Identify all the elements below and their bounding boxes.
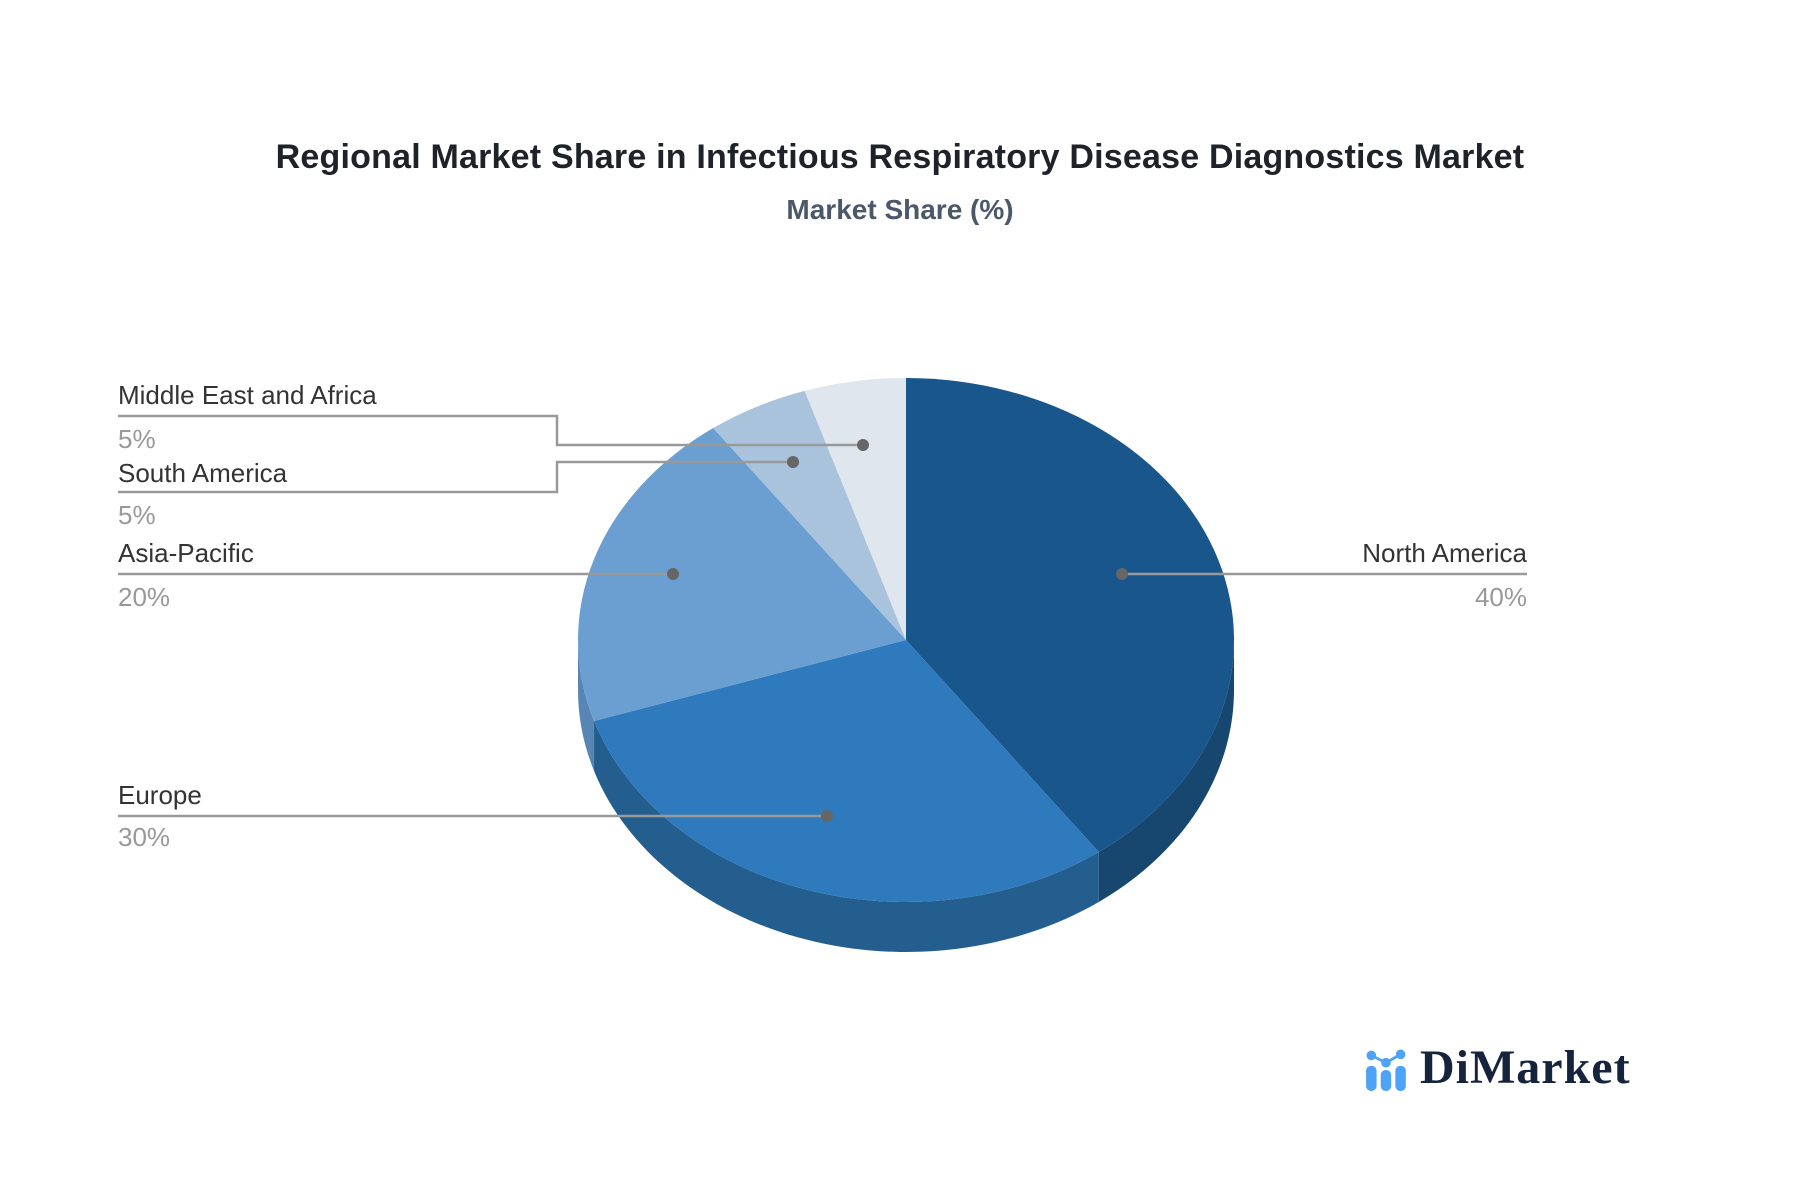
slice-label: Europe bbox=[118, 780, 202, 810]
leader-dot-south-america bbox=[787, 456, 799, 468]
pie-slice-middle-east-and-africa[interactable] bbox=[804, 378, 906, 640]
chart-subtitle: Market Share (%) bbox=[786, 194, 1014, 225]
slice-label: Middle East and Africa bbox=[118, 380, 377, 410]
bar-chart-icon bbox=[1366, 1049, 1406, 1091]
pie-slice-side-asia-pacific bbox=[578, 640, 595, 771]
slice-percent: 5% bbox=[118, 424, 156, 454]
slice-percent: 40% bbox=[1474, 582, 1527, 612]
slice-label: Asia-Pacific bbox=[118, 538, 254, 568]
pie-slice-north-america[interactable] bbox=[906, 378, 1235, 852]
slice-percent: 30% bbox=[118, 822, 171, 852]
slice-percent: 20% bbox=[118, 582, 171, 612]
leader-dot-north-america bbox=[1116, 568, 1128, 580]
dimarket-logo: DiMarket bbox=[1364, 1040, 1631, 1092]
leader-dot-asia-pacific bbox=[667, 568, 679, 580]
leader-dot-middle-east-and-africa bbox=[857, 439, 869, 451]
leader-dot-europe bbox=[821, 810, 833, 822]
pie-slice-asia-pacific[interactable] bbox=[577, 428, 906, 721]
pie-slice-side-north-america bbox=[1098, 640, 1234, 902]
pie-slice-side-europe bbox=[594, 720, 1099, 953]
chart-title: Regional Market Share in Infectious Resp… bbox=[275, 138, 1525, 176]
slice-label: North America bbox=[1362, 538, 1527, 568]
slice-percent: 5% bbox=[118, 500, 156, 530]
pie-slice-europe[interactable] bbox=[594, 640, 1099, 902]
leader-line-middle-east-and-africa bbox=[118, 414, 863, 447]
slice-label: South America bbox=[118, 458, 288, 488]
leader-line-south-america bbox=[118, 460, 793, 494]
pie-slice-south-america[interactable] bbox=[713, 390, 906, 640]
logo-text: DiMarket bbox=[1420, 1041, 1631, 1094]
